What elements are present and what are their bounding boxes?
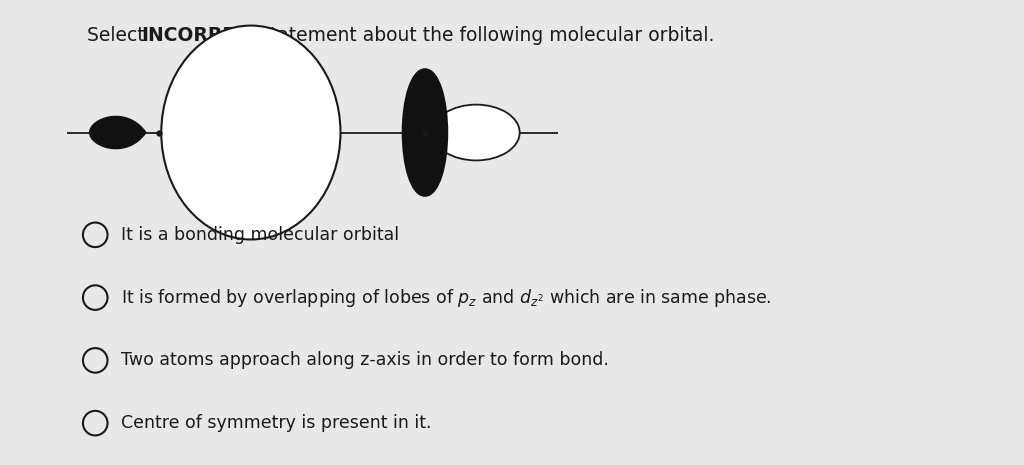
Ellipse shape — [406, 72, 444, 193]
Text: It is formed by overlapping of lobes of $p_z$ and $d_{z^2}$ which are in same ph: It is formed by overlapping of lobes of … — [121, 286, 771, 309]
Text: Centre of symmetry is present in it.: Centre of symmetry is present in it. — [121, 414, 431, 432]
Text: INCORRECT: INCORRECT — [141, 26, 262, 45]
PathPatch shape — [90, 116, 146, 149]
Text: Two atoms approach along z-axis in order to form bond.: Two atoms approach along z-axis in order… — [121, 352, 608, 369]
Ellipse shape — [162, 26, 340, 239]
Ellipse shape — [433, 105, 520, 160]
Text: statement about the following molecular orbital.: statement about the following molecular … — [254, 26, 715, 45]
Text: It is a bonding molecular orbital: It is a bonding molecular orbital — [121, 226, 399, 244]
Text: Select: Select — [87, 26, 151, 45]
